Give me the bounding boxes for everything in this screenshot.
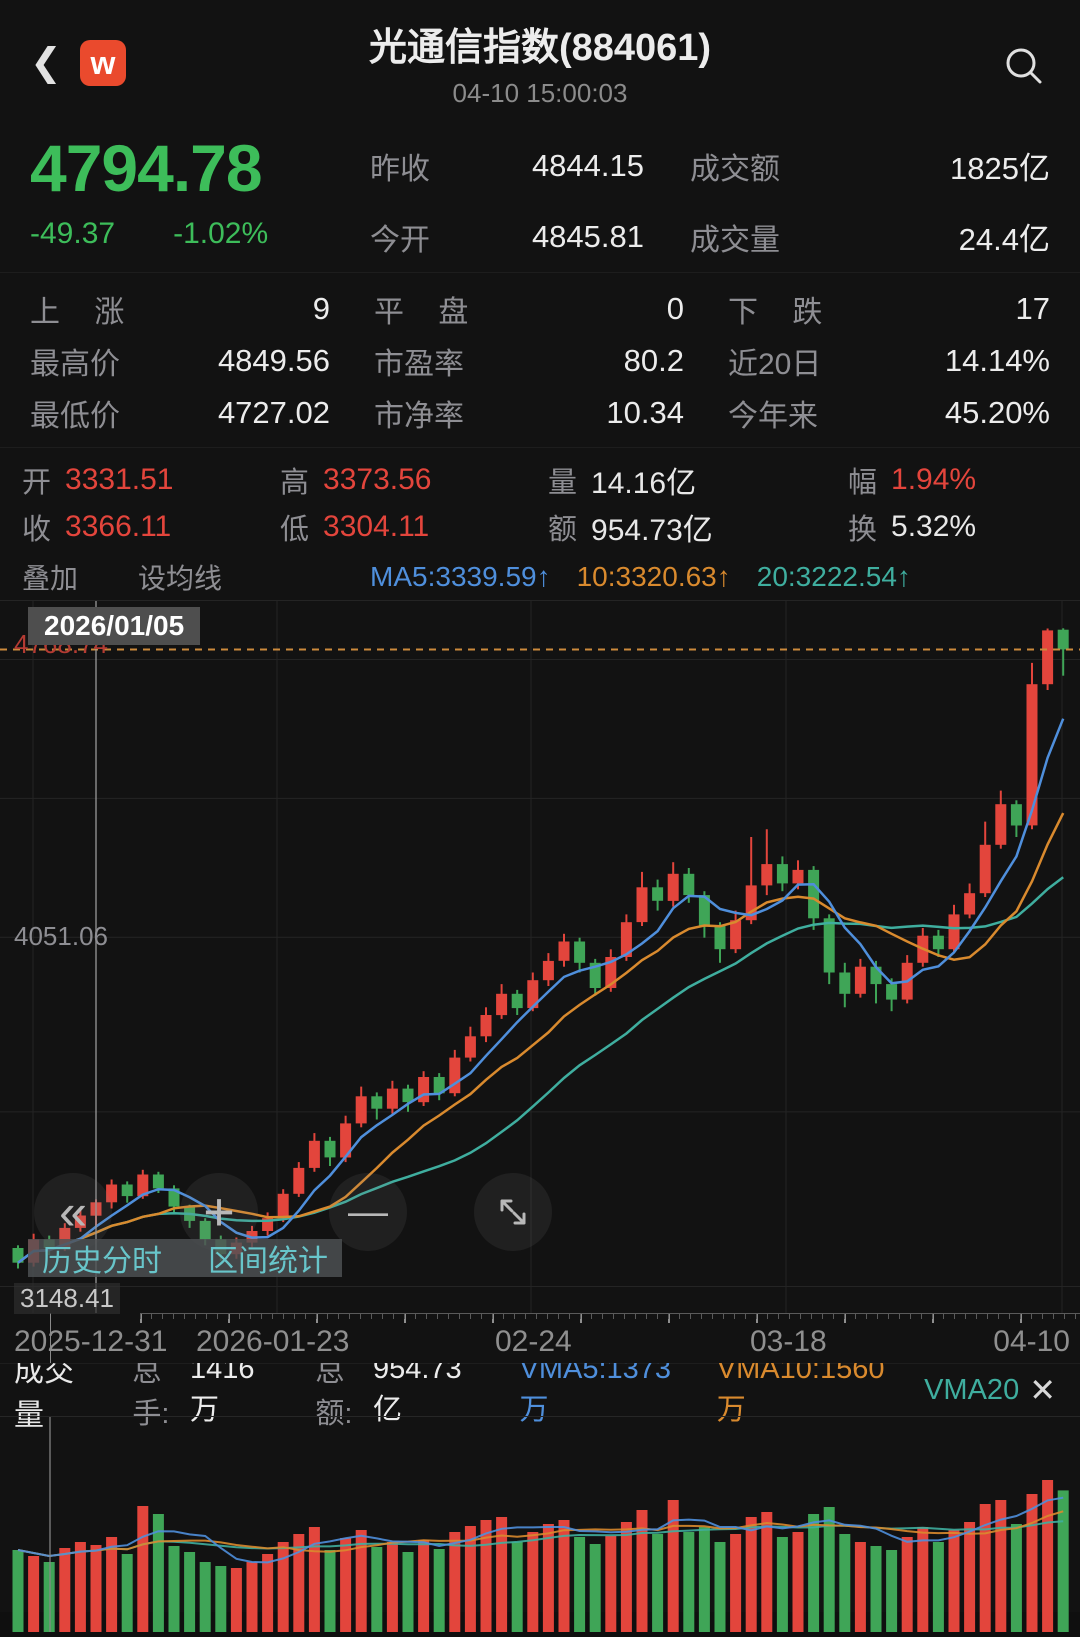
price-change-pct: -1.02% <box>173 217 269 251</box>
ma5-legend: MA5:3339.59↑ <box>370 561 551 592</box>
set-ma-button[interactable]: 设均线 <box>138 563 223 594</box>
field-value: 4844.15 <box>531 147 644 183</box>
stat-label: 市盈率 <box>374 348 464 381</box>
field-label: 今开 <box>370 223 430 257</box>
cursor-line-extension <box>50 1313 51 1363</box>
range-stats-button[interactable]: 区间统计 <box>208 1245 328 1278</box>
expand-icon <box>500 1199 526 1225</box>
stat-label: 下 跌 <box>728 296 823 329</box>
x-tick: 04-10 <box>993 1325 1070 1358</box>
stat-value: 10.34 <box>606 395 684 430</box>
ma20-line <box>17 876 1064 1264</box>
field-label: 昨收 <box>370 152 430 186</box>
stat-value: 14.14% <box>944 343 1050 378</box>
header: ❮ w 光通信指数(884061) 04-10 15:00:03 <box>0 0 1080 118</box>
field-label: 成交额 <box>690 152 780 186</box>
stat-value: 80.2 <box>623 343 684 378</box>
price-block: 4794.78 -49.37 -1.02% <box>30 124 370 272</box>
overlay-button[interactable]: 叠加 <box>22 563 79 594</box>
ohlc-label: 高 <box>280 466 310 499</box>
stat-label: 平 盘 <box>374 296 469 329</box>
stat-value: 4849.56 <box>217 343 330 378</box>
ma10-line <box>17 812 1065 1264</box>
x-tick: 2026-01-23 <box>196 1325 350 1358</box>
zoom-in-button[interactable]: + <box>180 1173 258 1251</box>
stat-label: 近20日 <box>728 348 822 381</box>
volume-header: 成交量 总手: 1416万 总额: 954.73亿 VMA5:1373万 VMA… <box>0 1353 1080 1432</box>
ohlc-label: 换 <box>848 513 878 546</box>
ma5-line <box>17 718 1065 1264</box>
y-axis-label-mid: 4051.06 <box>14 921 108 951</box>
stat-value: 4727.02 <box>217 395 330 430</box>
stat-label: 最低价 <box>30 400 120 433</box>
zoom-out-button[interactable]: — <box>329 1173 407 1251</box>
cursor-date-tooltip: 2026/01/05 <box>28 607 201 645</box>
close-volume-icon[interactable]: ✕ <box>1029 1372 1057 1408</box>
vma10-line <box>17 1510 1064 1558</box>
field-value: 1825亿 <box>950 151 1050 186</box>
price-change: -49.37 <box>30 217 116 251</box>
quote-panel: 4794.78 -49.37 -1.02% 昨收 4844.15 成交额 182… <box>0 118 1080 273</box>
ohlc-label: 幅 <box>848 466 878 499</box>
ma-bar: 叠加 设均线 MA5:3339.59↑ 10:3320.63↑ 20:3222.… <box>0 554 1080 600</box>
quote-timestamp: 04-10 15:00:03 <box>452 78 628 108</box>
volume-canvas[interactable] <box>0 1417 1080 1637</box>
ohlc-value: 1.94% <box>891 462 977 496</box>
ohlc-label: 低 <box>280 513 310 546</box>
ohlc-label: 额 <box>548 513 578 546</box>
ma10-legend: 10:3320.63↑ <box>576 561 731 592</box>
ohlc-value: 3366.11 <box>65 509 172 543</box>
field-value: 4845.81 <box>531 218 644 254</box>
stat-label: 最高价 <box>30 348 120 381</box>
y-axis-label-bottom: 3148.41 <box>14 1283 120 1314</box>
page-title: 光通信指数(884061) <box>368 27 712 69</box>
stat-label: 今年来 <box>728 400 818 433</box>
ohlc-label: 开 <box>22 466 52 499</box>
scroll-left-button[interactable]: « <box>34 1173 112 1251</box>
candle-series <box>12 628 1069 1269</box>
x-tick: 03-18 <box>750 1325 827 1358</box>
stat-label: 市净率 <box>374 400 464 433</box>
ohlc-value: 3373.56 <box>323 462 432 496</box>
stat-label: 上 涨 <box>30 296 125 329</box>
field-value: 24.4亿 <box>958 222 1050 257</box>
back-button[interactable]: ❮ <box>30 42 62 84</box>
wind-logo[interactable]: w <box>80 40 126 86</box>
vma5-line <box>17 1496 1064 1564</box>
volume-bars <box>12 1480 1069 1637</box>
x-axis-ruler <box>140 1313 1080 1324</box>
cursor-ohlc-panel: 开 3331.51 高 3373.56 量 14.16亿 幅 1.94% 收 3366.1… <box>0 448 1080 554</box>
x-tick: 02-24 <box>495 1325 572 1358</box>
stat-value: 0 <box>666 291 684 326</box>
history-intraday-button[interactable]: 历史分时 <box>42 1245 162 1278</box>
stats-grid: 上 涨 9 平 盘 0 下 跌 17 最高价 4849.56 市盈率 80.2 近20日 1… <box>0 273 1080 448</box>
chart-mode-bar: 历史分时 区间统计 <box>28 1239 342 1278</box>
last-price: 4794.78 <box>30 131 263 205</box>
ohlc-value: 3304.11 <box>323 509 430 543</box>
quote-fields: 昨收 4844.15 成交额 1825亿 今开 4845.81 成交量 24.4… <box>370 124 1050 272</box>
ohlc-value: 5.32% <box>891 509 977 543</box>
volume-pane[interactable] <box>0 1416 1080 1637</box>
ohlc-value: 14.16亿 <box>591 466 697 500</box>
ohlc-value: 954.73亿 <box>591 513 713 547</box>
expand-button[interactable] <box>474 1173 552 1251</box>
kline-chart[interactable]: 4768.74 4051.06 3148.41 2026/01/05 « + —… <box>0 600 1080 1363</box>
x-axis-labels: 2025-12-31 2026-01-23 02-24 03-18 04-10 <box>0 1323 1080 1363</box>
ma20-legend: 20:3222.54↑ <box>756 561 911 592</box>
ohlc-label: 量 <box>548 466 578 499</box>
x-tick: 2025-12-31 <box>14 1325 168 1358</box>
stat-value: 45.20% <box>944 395 1050 430</box>
vma20-legend: VMA20 <box>924 1373 1020 1406</box>
stat-value: 17 <box>1015 291 1050 326</box>
field-label: 成交量 <box>690 223 780 257</box>
search-icon <box>1006 48 1042 84</box>
ohlc-value: 3331.51 <box>65 462 174 496</box>
stat-value: 9 <box>312 291 330 326</box>
wind-logo-letter: w <box>90 45 116 81</box>
ohlc-label: 收 <box>22 513 52 546</box>
search-button[interactable] <box>1002 44 1046 88</box>
